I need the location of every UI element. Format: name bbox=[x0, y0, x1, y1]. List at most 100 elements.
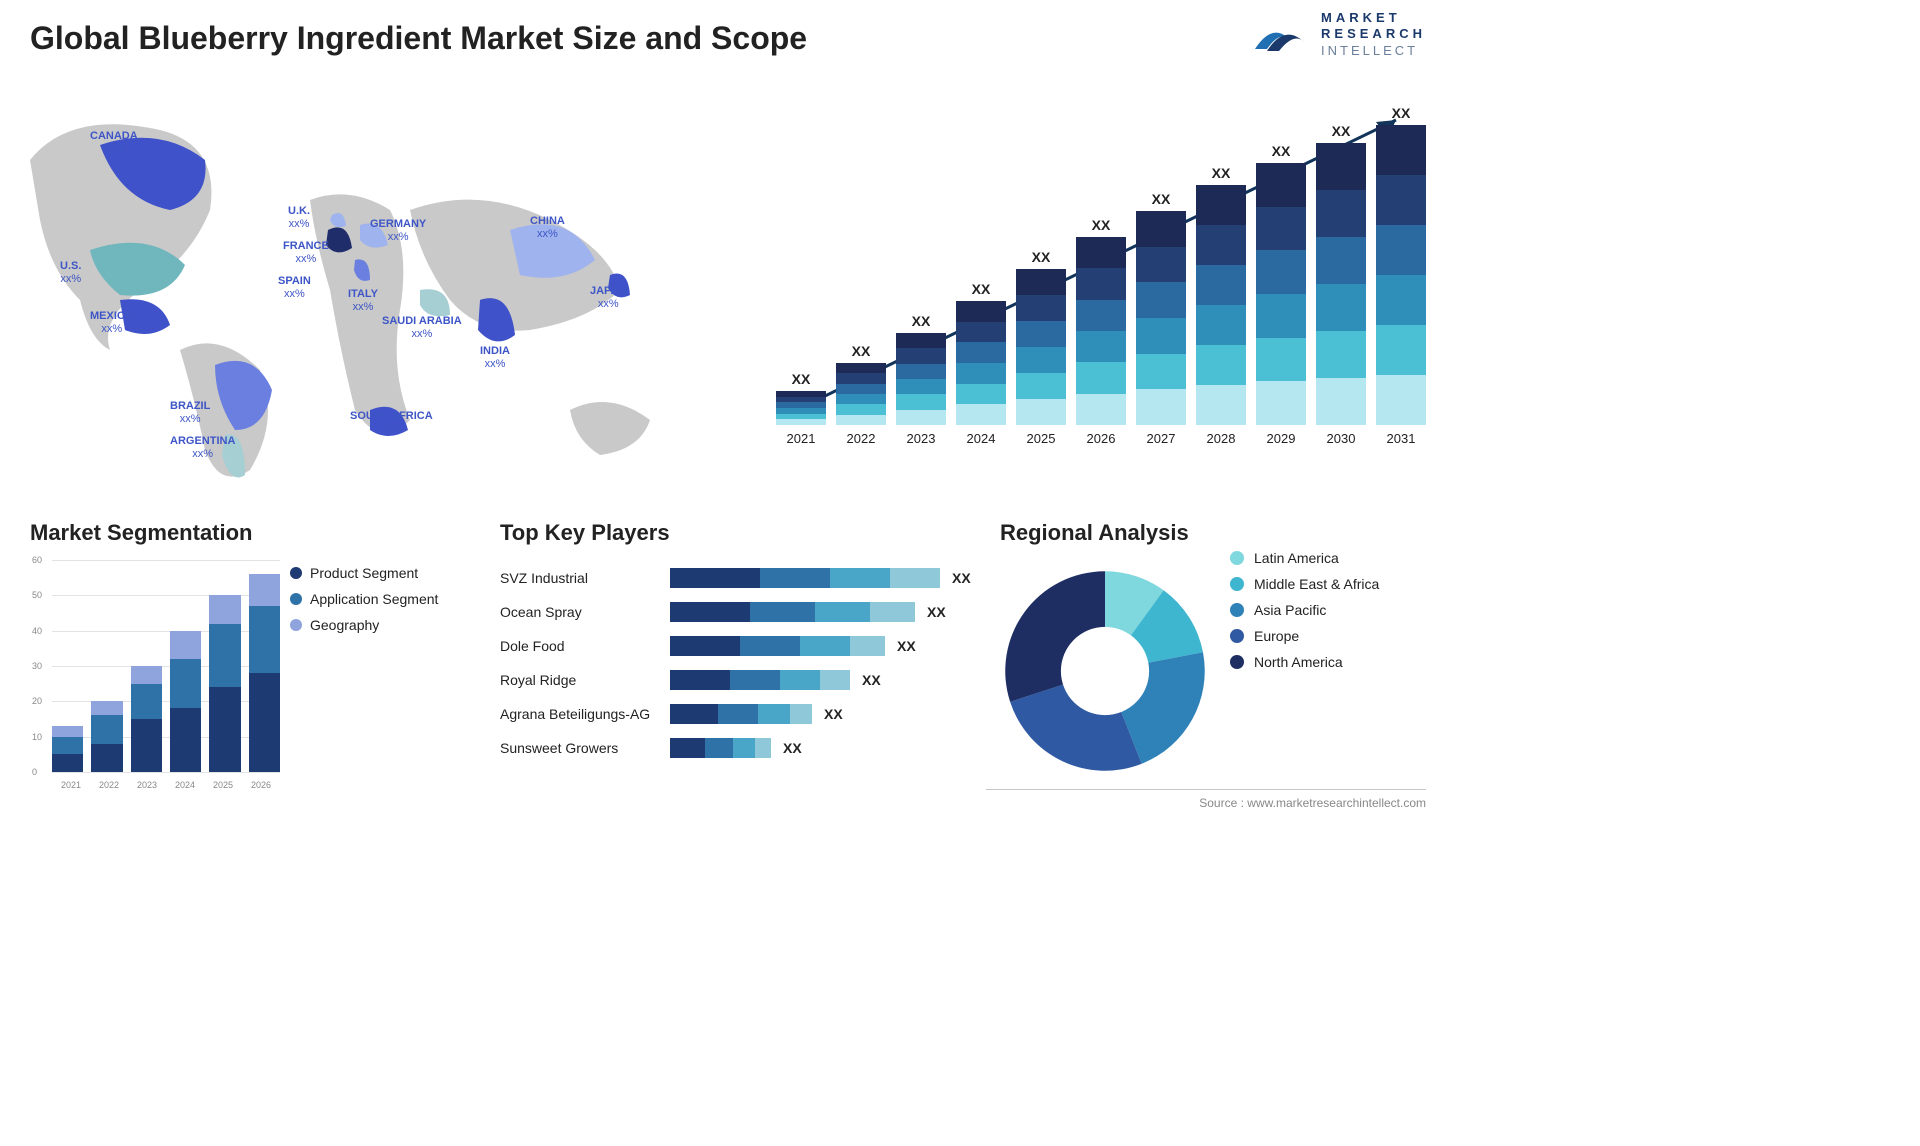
growth-bar: XX 2028 bbox=[1196, 165, 1246, 446]
map-label: JAPANxx% bbox=[590, 285, 626, 310]
x-tick: 2024 bbox=[166, 780, 204, 790]
legend-item: Application Segment bbox=[290, 591, 438, 607]
segmentation-bar bbox=[91, 701, 122, 772]
segmentation-legend: Product Segment Application Segment Geogra… bbox=[290, 555, 438, 643]
map-label: FRANCExx% bbox=[283, 240, 329, 265]
player-row: Dole Food XX bbox=[500, 632, 980, 660]
legend-item: Latin America bbox=[1230, 550, 1379, 566]
bar-year-label: 2024 bbox=[967, 431, 996, 446]
growth-bar: XX 2030 bbox=[1316, 123, 1366, 446]
bar-year-label: 2029 bbox=[1267, 431, 1296, 446]
footer-source: Source : www.marketresearchintellect.com bbox=[1199, 796, 1426, 810]
growth-bar: XX2025 bbox=[1016, 249, 1066, 446]
y-tick: 60 bbox=[32, 555, 42, 565]
logo-line2: RESEARCH bbox=[1321, 26, 1426, 42]
bar-value-label: XX bbox=[1092, 217, 1111, 233]
growth-bar: XX 2031 bbox=[1376, 105, 1426, 446]
legend-item: Asia Pacific bbox=[1230, 602, 1379, 618]
legend-item: Middle East & Africa bbox=[1230, 576, 1379, 592]
regional-donut bbox=[1000, 566, 1210, 776]
map-label: SPAINxx% bbox=[278, 275, 311, 300]
brand-logo: MARKET RESEARCH INTELLECT bbox=[1253, 10, 1426, 59]
map-label: ARGENTINAxx% bbox=[170, 435, 235, 460]
player-row: Sunsweet Growers XX bbox=[500, 734, 980, 762]
growth-bar: XX 2021 bbox=[776, 371, 826, 446]
map-label: MEXICOxx% bbox=[90, 310, 133, 335]
legend-item: North America bbox=[1230, 654, 1379, 670]
player-row: Ocean SprayXX bbox=[500, 598, 980, 626]
segmentation-bar bbox=[209, 595, 240, 772]
player-name: Sunsweet Growers bbox=[500, 740, 670, 756]
bar-value-label: XX bbox=[1212, 165, 1231, 181]
x-tick: 2022 bbox=[90, 780, 128, 790]
map-label: INDIAxx% bbox=[480, 345, 510, 370]
bar-value-label: XX bbox=[912, 313, 931, 329]
y-tick: 50 bbox=[32, 590, 42, 600]
logo-swoosh-icon bbox=[1253, 11, 1311, 57]
x-tick: 2025 bbox=[204, 780, 242, 790]
logo-line3: INTELLECT bbox=[1321, 43, 1426, 59]
map-label: CHINAxx% bbox=[530, 215, 565, 240]
footer-rule bbox=[986, 789, 1426, 790]
legend-item: Product Segment bbox=[290, 565, 438, 581]
segmentation-bar bbox=[249, 574, 280, 772]
player-value: XX bbox=[783, 740, 802, 756]
players-title: Top Key Players bbox=[500, 520, 980, 546]
regional-title: Regional Analysis bbox=[1000, 520, 1210, 546]
y-tick: 10 bbox=[32, 732, 42, 742]
segmentation-bar bbox=[131, 666, 162, 772]
bar-value-label: XX bbox=[792, 371, 811, 387]
player-name: SVZ Industrial bbox=[500, 570, 670, 586]
growth-bar: XX 2029 bbox=[1256, 143, 1306, 446]
segmentation-bar bbox=[52, 726, 83, 772]
map-label: CANADAxx% bbox=[90, 130, 138, 155]
map-label: SAUDI ARABIAxx% bbox=[382, 315, 462, 340]
growth-bar: XX 2023 bbox=[896, 313, 946, 446]
bar-value-label: XX bbox=[1272, 143, 1291, 159]
segmentation-title: Market Segmentation bbox=[30, 520, 490, 546]
bar-year-label: 2030 bbox=[1327, 431, 1356, 446]
player-name: Dole Food bbox=[500, 638, 670, 654]
bar-value-label: XX bbox=[1392, 105, 1411, 121]
bar-year-label: 2022 bbox=[847, 431, 876, 446]
world-map: CANADAxx%U.S.xx%MEXICOxx%BRAZILxx%ARGENT… bbox=[10, 90, 730, 500]
player-name: Agrana Beteiligungs-AG bbox=[500, 706, 670, 722]
x-tick: 2023 bbox=[128, 780, 166, 790]
y-tick: 0 bbox=[32, 767, 37, 777]
growth-bar: XX 2026 bbox=[1076, 217, 1126, 446]
bar-year-label: 2025 bbox=[1027, 431, 1056, 446]
map-label: U.K.xx% bbox=[288, 205, 310, 230]
y-tick: 40 bbox=[32, 626, 42, 636]
regional-section: Regional Analysis Latin America Middle Ea… bbox=[1000, 520, 1430, 776]
growth-bar: XX 2024 bbox=[956, 281, 1006, 446]
page-title: Global Blueberry Ingredient Market Size … bbox=[30, 20, 807, 57]
map-label: ITALYxx% bbox=[348, 288, 378, 313]
player-row: Royal Ridge XX bbox=[500, 666, 980, 694]
legend-item: Europe bbox=[1230, 628, 1379, 644]
player-value: XX bbox=[862, 672, 881, 688]
bar-year-label: 2023 bbox=[907, 431, 936, 446]
bar-year-label: 2028 bbox=[1207, 431, 1236, 446]
legend-item: Geography bbox=[290, 617, 438, 633]
player-name: Royal Ridge bbox=[500, 672, 670, 688]
bar-value-label: XX bbox=[972, 281, 991, 297]
player-value: XX bbox=[824, 706, 843, 722]
bar-year-label: 2031 bbox=[1387, 431, 1416, 446]
bar-year-label: 2027 bbox=[1147, 431, 1176, 446]
bar-value-label: XX bbox=[852, 343, 871, 359]
player-value: XX bbox=[952, 570, 971, 586]
bar-year-label: 2026 bbox=[1087, 431, 1116, 446]
players-section: Top Key Players SVZ Industrial XX Ocean Sp… bbox=[500, 520, 980, 768]
segmentation-bar bbox=[170, 631, 201, 772]
player-row: SVZ Industrial XX bbox=[500, 564, 980, 592]
bar-value-label: XX bbox=[1152, 191, 1171, 207]
player-value: XX bbox=[897, 638, 916, 654]
map-label: U.S.xx% bbox=[60, 260, 81, 285]
x-tick: 2026 bbox=[242, 780, 280, 790]
bar-year-label: 2021 bbox=[787, 431, 816, 446]
logo-line1: MARKET bbox=[1321, 10, 1426, 26]
map-label: GERMANYxx% bbox=[370, 218, 426, 243]
bar-value-label: XX bbox=[1332, 123, 1351, 139]
player-row: Agrana Beteiligungs-AG XX bbox=[500, 700, 980, 728]
x-tick: 2021 bbox=[52, 780, 90, 790]
